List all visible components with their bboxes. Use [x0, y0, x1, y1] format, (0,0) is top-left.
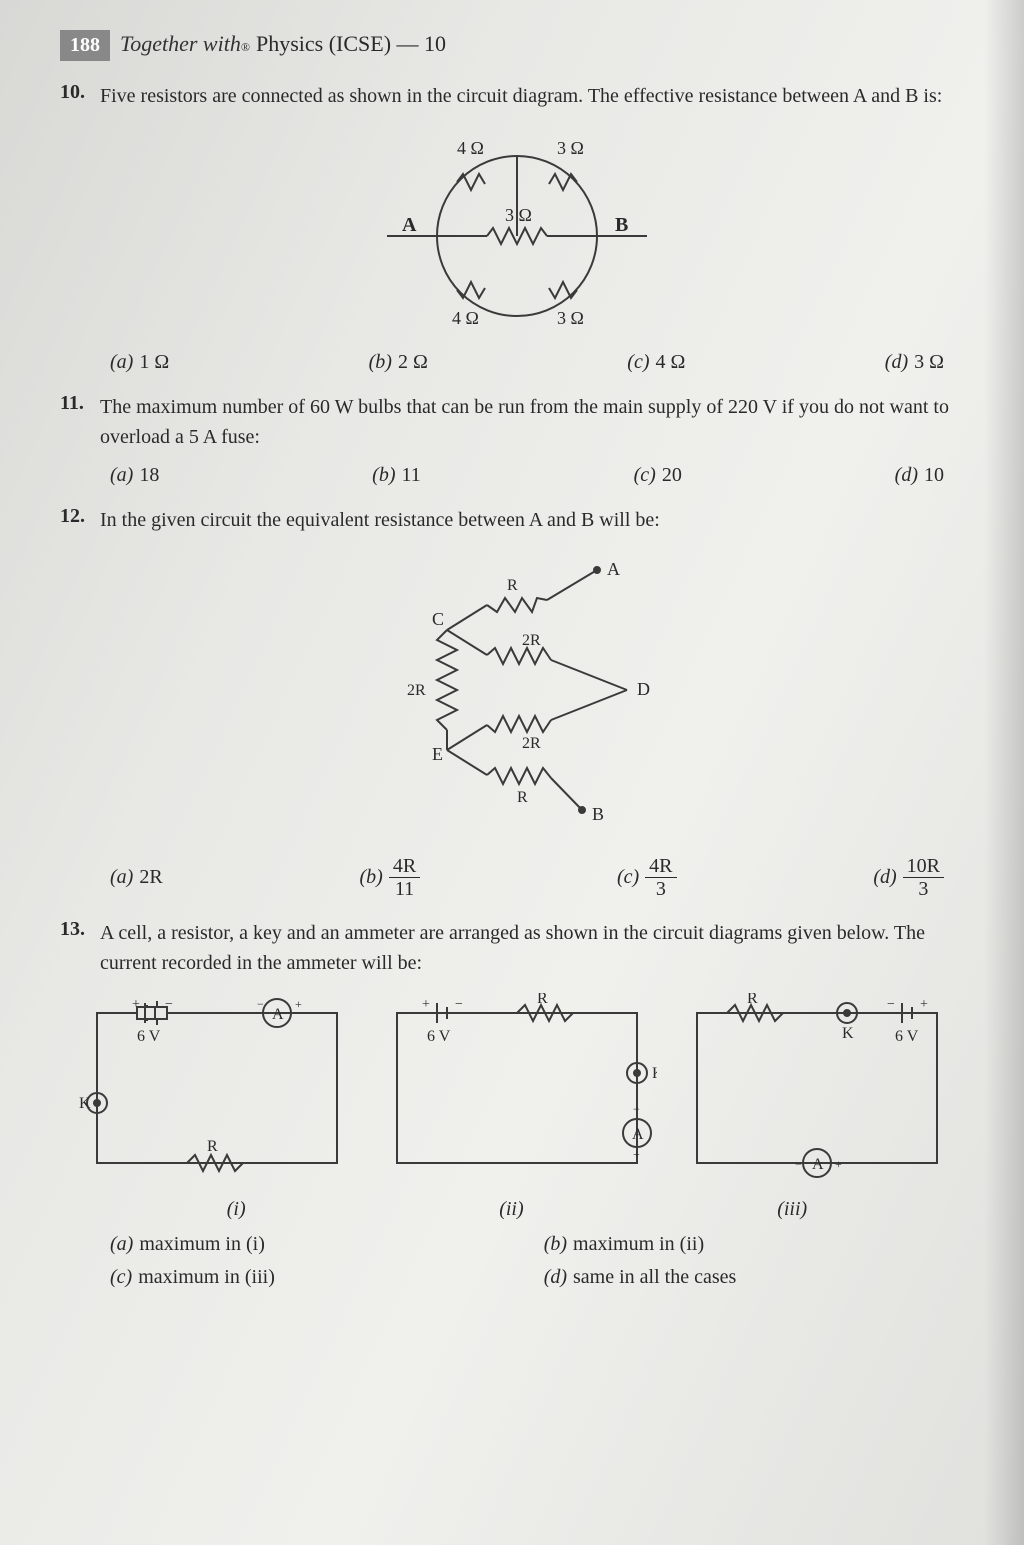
label-b: B	[615, 214, 628, 236]
q10-opt-a: (a)1 Ω	[110, 351, 169, 374]
q12-opt-b: (b) 4R 11	[359, 855, 420, 900]
svg-text:K: K	[652, 1065, 657, 1082]
q12-opt-d: (d) 10R 3	[873, 855, 944, 900]
q10-diagram: 4 Ω 3 Ω 3 Ω 4 Ω 3 Ω A B	[60, 126, 974, 336]
r-bot-left: 4 Ω	[452, 308, 479, 328]
q12-number: 12.	[60, 505, 100, 528]
page-edge-shadow	[984, 0, 1024, 1545]
q12-label-d: D	[637, 679, 650, 699]
q12-r4: 2R	[522, 735, 541, 752]
r-middle: 3 Ω	[505, 205, 532, 225]
svg-text:+: +	[633, 1147, 640, 1161]
q12-text: In the given circuit the equivalent resi…	[100, 505, 974, 535]
subject-title: Physics (ICSE) — 10	[256, 31, 446, 57]
q11-opt-d: (d)10	[895, 464, 944, 487]
q12-label-e: E	[432, 744, 443, 764]
question-10: 10. Five resistors are connected as show…	[60, 81, 974, 111]
r-top-right: 3 Ω	[557, 138, 584, 158]
svg-text:A: A	[812, 1156, 824, 1173]
svg-text:6 V: 6 V	[895, 1028, 919, 1045]
svg-text:+: +	[132, 997, 140, 1012]
q10-opt-d: (d)3 Ω	[885, 351, 944, 374]
q10-number: 10.	[60, 81, 100, 104]
q13-sublabels: (i) (ii) (iii)	[100, 1198, 934, 1221]
q12-r3: 2R	[522, 632, 541, 649]
svg-text:6 V: 6 V	[427, 1028, 451, 1045]
q12-r1: R	[507, 577, 518, 594]
q11-opt-b: (b)11	[372, 464, 421, 487]
svg-text:+: +	[422, 997, 430, 1012]
q13-diagrams: + − 6 V A − + K R + − 6 V R K A − +	[60, 993, 974, 1183]
svg-text:R: R	[207, 1138, 218, 1155]
q10-opt-c: (c)4 Ω	[627, 351, 685, 374]
svg-text:+: +	[835, 1157, 842, 1171]
q12-opt-a: (a)2R	[110, 855, 163, 900]
circuit-ii: + − 6 V R K A − +	[377, 993, 657, 1183]
q11-opt-a: (a)18	[110, 464, 159, 487]
label-ii: (ii)	[499, 1198, 523, 1221]
svg-text:K: K	[79, 1095, 91, 1112]
q13-text: A cell, a resistor, a key and an ammeter…	[100, 918, 974, 978]
svg-text:−: −	[633, 1102, 640, 1116]
svg-text:−: −	[257, 997, 264, 1011]
q11-options: (a)18 (b)11 (c)20 (d)10	[110, 464, 944, 487]
question-12: 12. In the given circuit the equivalent …	[60, 505, 974, 535]
svg-text:−: −	[887, 997, 895, 1012]
svg-text:R: R	[747, 993, 758, 1007]
circuit-i: + − 6 V A − + K R	[77, 993, 357, 1183]
q12-diagram: A C D E B R 2R 2R 2R R	[60, 550, 974, 840]
q12-label-b: B	[592, 804, 604, 824]
label-i: (i)	[227, 1198, 246, 1221]
q13-opt-a: (a)maximum in (i)	[110, 1233, 510, 1256]
q13-options: (a)maximum in (i) (b)maximum in (ii) (c)…	[110, 1233, 944, 1299]
q13-number: 13.	[60, 918, 100, 941]
svg-text:R: R	[537, 993, 548, 1007]
book-title: Together with	[120, 31, 241, 57]
q11-number: 11.	[60, 392, 100, 415]
r-top-left: 4 Ω	[457, 138, 484, 158]
question-11: 11. The maximum number of 60 W bulbs tha…	[60, 392, 974, 452]
svg-text:−: −	[165, 997, 173, 1012]
svg-text:−: −	[795, 1157, 802, 1171]
svg-text:+: +	[295, 997, 302, 1011]
svg-text:A: A	[272, 1006, 284, 1023]
q11-text: The maximum number of 60 W bulbs that ca…	[100, 392, 974, 452]
q12-options: (a)2R (b) 4R 11 (c) 4R 3 (d) 10R 3	[110, 855, 944, 900]
label-a: A	[402, 214, 417, 236]
page-header: 188 Together with ® Physics (ICSE) — 10	[60, 30, 974, 61]
svg-text:A: A	[632, 1126, 644, 1143]
q13-opt-c: (c)maximum in (iii)	[110, 1266, 510, 1289]
question-13: 13. A cell, a resistor, a key and an amm…	[60, 918, 974, 978]
q12-r2: 2R	[407, 682, 426, 699]
label-iii: (iii)	[777, 1198, 807, 1221]
r-bot-right: 3 Ω	[557, 308, 584, 328]
q13-opt-b: (b)maximum in (ii)	[544, 1233, 944, 1256]
q10-opt-b: (b)2 Ω	[369, 351, 428, 374]
q11-opt-c: (c)20	[634, 464, 682, 487]
q13-opt-d: (d)same in all the cases	[544, 1266, 944, 1289]
q12-r5: R	[517, 789, 528, 806]
circuit-iii: R K − + 6 V A − +	[677, 993, 957, 1183]
svg-text:−: −	[455, 997, 463, 1012]
page-number: 188	[60, 30, 110, 61]
q12-opt-c: (c) 4R 3	[617, 855, 677, 900]
svg-text:K: K	[842, 1025, 854, 1042]
svg-text:+: +	[920, 997, 928, 1012]
svg-text:6 V: 6 V	[137, 1028, 161, 1045]
reg-mark: ®	[241, 40, 250, 55]
q10-options: (a)1 Ω (b)2 Ω (c)4 Ω (d)3 Ω	[110, 351, 944, 374]
q12-label-a: A	[607, 559, 620, 579]
q10-text: Five resistors are connected as shown in…	[100, 81, 974, 111]
q12-label-c: C	[432, 609, 444, 629]
